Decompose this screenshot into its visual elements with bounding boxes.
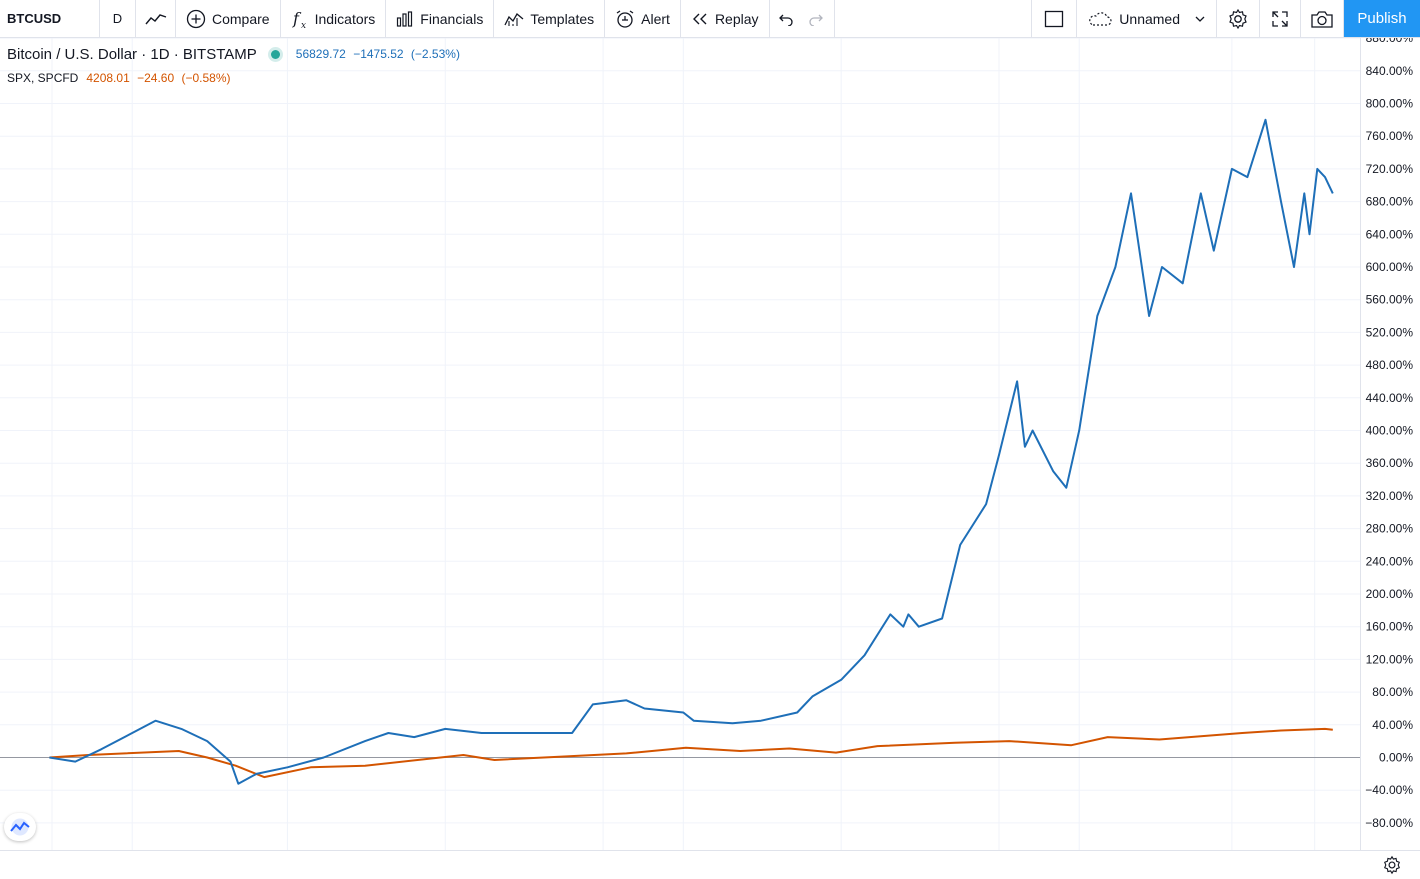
function-icon: f x (292, 9, 306, 29)
main-series-title: Bitcoin / U.S. Dollar · 1D · BITSTAMP (7, 45, 257, 63)
camera-icon (1311, 10, 1333, 28)
gear-icon (1229, 8, 1247, 29)
price-scale: 880.00% 840.00% 800.00% 760.00% 720.00% 680.0… (1365, 38, 1413, 830)
price-scale-label: 600.00% (1366, 260, 1414, 274)
price-scale-label: 640.00% (1366, 227, 1414, 241)
compare-label: Compare (212, 10, 270, 27)
undo-icon[interactable] (778, 12, 794, 26)
replay-button[interactable]: Replay (681, 0, 770, 37)
layout-name-button[interactable]: Unnamed (1077, 0, 1217, 37)
templates-button[interactable]: Templates (494, 0, 606, 37)
price-scale-label: 520.00% (1366, 325, 1414, 339)
price-scale-label: 760.00% (1366, 129, 1414, 143)
alert-label: Alert (641, 10, 670, 27)
interval-button[interactable]: D (100, 0, 136, 37)
price-scale-label: 0.00% (1379, 751, 1413, 765)
chart-grid (0, 38, 1360, 850)
price-scale-label: 680.00% (1366, 195, 1414, 209)
compare-price: 4208.01 (86, 71, 130, 85)
indicators-button[interactable]: f x Indicators (281, 0, 387, 37)
price-scale-label: 280.00% (1366, 522, 1414, 536)
toolbar-spacer (835, 0, 1032, 37)
replay-label: Replay (714, 10, 759, 27)
settings-button[interactable] (1217, 0, 1260, 37)
cloud-icon (1089, 11, 1112, 26)
price-scale-label: 240.00% (1366, 554, 1414, 568)
undo-redo-group (770, 0, 835, 37)
series-line (49, 118, 1334, 785)
layout-name-label: Unnamed (1119, 10, 1180, 27)
price-scale-label: 320.00% (1366, 489, 1414, 503)
plus-circle-icon (186, 9, 206, 28)
price-scale-label: 880.00% (1366, 38, 1414, 45)
snapshot-button[interactable] (1301, 0, 1344, 37)
indicators-label: Indicators (314, 10, 376, 27)
market-status-icon (270, 49, 280, 59)
price-scale-label: 720.00% (1366, 162, 1414, 176)
main-price: 56829.72 (295, 47, 346, 61)
compare-change: −24.60 (137, 71, 175, 85)
price-scale-label: 200.00% (1366, 587, 1414, 601)
tradingview-logo-button[interactable] (4, 813, 36, 841)
chart-type-button[interactable] (136, 0, 176, 37)
tradingview-logo-icon (10, 818, 30, 836)
chart-legend: Bitcoin / U.S. Dollar · 1D · BITSTAMP 56… (7, 45, 464, 87)
financials-label: Financials (420, 10, 484, 27)
price-scale-label: 480.00% (1366, 358, 1414, 372)
layout-select-button[interactable] (1031, 0, 1078, 37)
main-series-values: 56829.72 −1475.52 (−2.53%) (296, 47, 464, 61)
price-scale-label: 840.00% (1366, 64, 1414, 78)
templates-icon (504, 12, 524, 26)
price-scale-label: 80.00% (1372, 685, 1413, 699)
series-line (49, 727, 1333, 779)
fullscreen-icon (1272, 10, 1288, 27)
templates-label: Templates (530, 10, 595, 27)
publish-label: Publish (1357, 10, 1407, 27)
compare-button[interactable]: Compare (176, 0, 281, 37)
financials-button[interactable]: Financials (386, 0, 495, 37)
time-axis-bar (0, 850, 1420, 879)
price-scale-label: −80.00% (1365, 816, 1413, 830)
symbol-search-button[interactable]: BTCUSD (0, 0, 100, 37)
price-scale-label: 160.00% (1366, 620, 1414, 634)
price-scale-label: −40.00% (1365, 783, 1413, 797)
main-series-legend[interactable]: Bitcoin / U.S. Dollar · 1D · BITSTAMP 56… (7, 45, 464, 63)
main-change: −1475.52 (353, 47, 404, 61)
gear-icon[interactable] (1382, 855, 1402, 875)
rewind-icon (692, 13, 707, 24)
interval-label: D (112, 11, 123, 26)
svg-text:f: f (292, 9, 302, 28)
price-scale-label: 400.00% (1366, 424, 1414, 438)
top-toolbar: BTCUSD D Compare f x Indicators Financia… (0, 0, 1420, 38)
line-chart-icon (144, 13, 166, 24)
redo-icon[interactable] (808, 12, 824, 26)
compare-change-pct: (−0.58%) (181, 71, 231, 85)
compare-series-legend[interactable]: SPX, SPCFD 4208.01 −24.60 (−0.58%) (7, 69, 464, 87)
price-scale-label: 800.00% (1366, 97, 1414, 111)
price-scale-label: 440.00% (1366, 391, 1414, 405)
chevron-down-icon (1195, 16, 1205, 22)
series-layer (49, 118, 1334, 785)
alert-button[interactable]: Alert (605, 0, 681, 37)
symbol-label: BTCUSD (7, 11, 62, 26)
compare-series-values: 4208.01 −24.60 (−0.58%) (86, 71, 234, 85)
publish-button[interactable]: Publish (1344, 0, 1420, 37)
price-scale-label: 40.00% (1372, 718, 1413, 732)
main-change-pct: (−2.53%) (410, 47, 460, 61)
price-scale-label: 360.00% (1366, 456, 1414, 470)
square-layout-icon (1045, 10, 1064, 27)
fullscreen-button[interactable] (1260, 0, 1301, 37)
bar-chart-icon (397, 10, 413, 27)
price-chart[interactable]: 880.00% 840.00% 800.00% 760.00% 720.00% 680.0… (0, 38, 1420, 850)
price-scale-label: 560.00% (1366, 293, 1414, 307)
price-scale-label: 120.00% (1366, 652, 1414, 666)
svg-text:x: x (301, 21, 306, 29)
alarm-clock-icon (616, 9, 634, 28)
compare-series-title: SPX, SPCFD (7, 71, 79, 85)
